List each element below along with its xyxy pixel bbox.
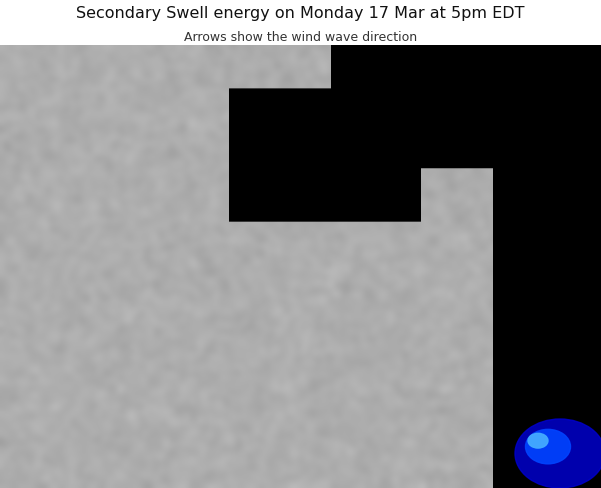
Ellipse shape (528, 433, 548, 448)
Ellipse shape (525, 429, 570, 464)
Text: Secondary Swell energy on Monday 17 Mar at 5pm EDT: Secondary Swell energy on Monday 17 Mar … (76, 5, 525, 20)
Text: Arrows show the wind wave direction: Arrows show the wind wave direction (184, 31, 417, 43)
Ellipse shape (515, 419, 601, 488)
